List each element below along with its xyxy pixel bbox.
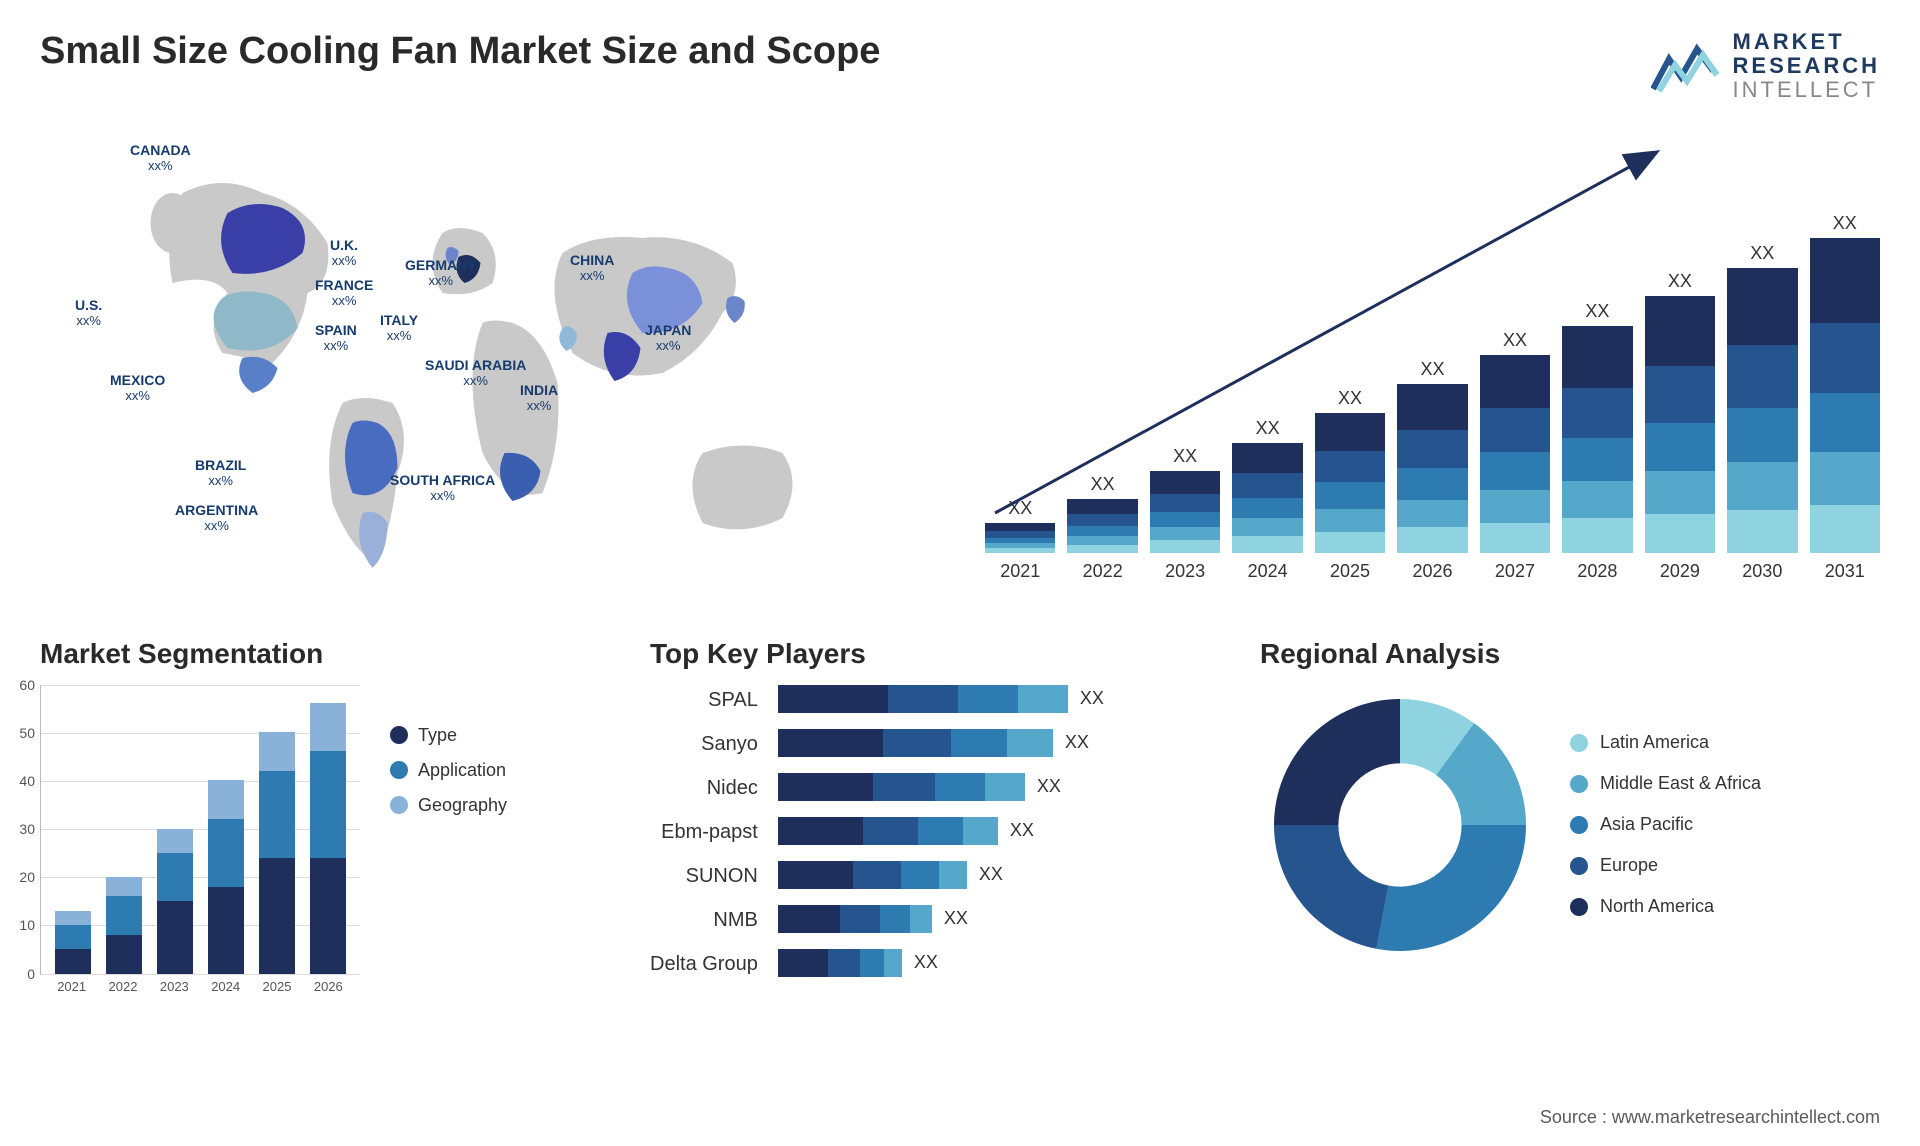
map-label: ARGENTINAxx%: [175, 503, 258, 534]
growth-bar: XX: [1232, 418, 1302, 553]
map-label: ITALYxx%: [380, 313, 418, 344]
segmentation-bar: [106, 877, 142, 974]
growth-bar: XX: [1397, 359, 1467, 552]
map-label: U.S.xx%: [75, 298, 102, 329]
logo-icon: [1651, 39, 1721, 94]
map-label: U.K.xx%: [330, 238, 358, 269]
segmentation-bar: [259, 732, 295, 974]
segmentation-legend: Type Application Geography: [390, 685, 507, 994]
legend-item: Geography: [390, 795, 507, 816]
player-bar: XX: [778, 817, 1210, 845]
growth-bar-chart: XXXXXXXXXXXXXXXXXXXXXX: [975, 123, 1880, 553]
legend-item: Type: [390, 725, 507, 746]
growth-bar: XX: [1810, 213, 1880, 553]
growth-bar: XX: [1562, 301, 1632, 553]
bottom-row: Market Segmentation 0102030405060 202120…: [40, 638, 1880, 1008]
map-label: CANADAxx%: [130, 143, 191, 174]
brand-logo: MARKET RESEARCH INTELLECT: [1651, 30, 1880, 103]
map-label: CHINAxx%: [570, 253, 614, 284]
segmentation-bar: [208, 780, 244, 973]
players-title: Top Key Players: [650, 638, 1210, 670]
segmentation-bar: [157, 829, 193, 974]
player-bar: XX: [778, 861, 1210, 889]
donut-slice: [1274, 825, 1388, 949]
player-name: SPAL: [708, 687, 758, 715]
player-bar: XX: [778, 949, 1210, 977]
players-section: Top Key Players SPALSanyoNidecEbm-papstS…: [650, 638, 1210, 1008]
page-title: Small Size Cooling Fan Market Size and S…: [40, 30, 880, 73]
segmentation-bar: [310, 703, 346, 974]
map-label: SOUTH AFRICAxx%: [390, 473, 495, 504]
legend-item: North America: [1570, 896, 1761, 917]
players-labels: SPAL Sanyo Nidec Ebm-papst SUNON NMB Delta Gro…: [650, 685, 758, 979]
segmentation-title: Market Segmentation: [40, 638, 600, 670]
world-map-section: CANADAxx% U.S.xx% MEXICOxx% BRAZILxx% ARGENT…: [40, 123, 945, 603]
player-name: Delta Group: [650, 951, 758, 979]
map-label: SAUDI ARABIAxx%: [425, 358, 526, 389]
growth-bar: XX: [1645, 271, 1715, 552]
map-label: MEXICOxx%: [110, 373, 165, 404]
player-bar: XX: [778, 773, 1210, 801]
regional-donut-chart: [1260, 685, 1540, 965]
map-label: JAPANxx%: [645, 323, 691, 354]
player-name: NMB: [713, 907, 757, 935]
segmentation-bar: [55, 911, 91, 974]
legend-item: Latin America: [1570, 732, 1761, 753]
regional-title: Regional Analysis: [1260, 638, 1880, 670]
player-bar: XX: [778, 685, 1210, 713]
legend-item: Asia Pacific: [1570, 814, 1761, 835]
map-label: FRANCExx%: [315, 278, 373, 309]
top-row: CANADAxx% U.S.xx% MEXICOxx% BRAZILxx% ARGENT…: [40, 123, 1880, 603]
map-label: BRAZILxx%: [195, 458, 246, 489]
player-name: Ebm-papst: [661, 819, 758, 847]
growth-chart-section: XXXXXXXXXXXXXXXXXXXXXX 20212022202320242…: [975, 123, 1880, 603]
players-horizontal-bars: XX XX XX XX XX XX XX: [778, 685, 1210, 979]
segmentation-section: Market Segmentation 0102030405060 202120…: [40, 638, 600, 1008]
growth-bar: XX: [1315, 388, 1385, 553]
map-label: INDIAxx%: [520, 383, 558, 414]
source-attribution: Source : www.marketresearchintellect.com: [1540, 1107, 1880, 1128]
growth-bar: XX: [985, 498, 1055, 553]
donut-slice: [1376, 825, 1526, 951]
segmentation-stacked-bar: 0102030405060: [40, 685, 360, 975]
growth-bar: XX: [1150, 446, 1220, 552]
regional-legend: Latin America Middle East & Africa Asia Pa…: [1570, 732, 1761, 917]
legend-item: Europe: [1570, 855, 1761, 876]
regional-section: Regional Analysis Latin America Middle Ea…: [1260, 638, 1880, 1008]
legend-item: Middle East & Africa: [1570, 773, 1761, 794]
donut-slice: [1274, 699, 1400, 825]
growth-bar: XX: [1727, 243, 1797, 553]
player-name: SUNON: [686, 863, 758, 891]
map-label: SPAINxx%: [315, 323, 357, 354]
logo-text: MARKET RESEARCH INTELLECT: [1733, 30, 1880, 103]
growth-bar: XX: [1480, 330, 1550, 553]
map-label: GERMANYxx%: [405, 258, 477, 289]
legend-item: Application: [390, 760, 507, 781]
player-name: Nidec: [707, 775, 758, 803]
player-bar: XX: [778, 729, 1210, 757]
header: Small Size Cooling Fan Market Size and S…: [40, 30, 1880, 103]
player-bar: XX: [778, 905, 1210, 933]
player-name: Sanyo: [701, 731, 758, 759]
growth-bar: XX: [1067, 474, 1137, 553]
